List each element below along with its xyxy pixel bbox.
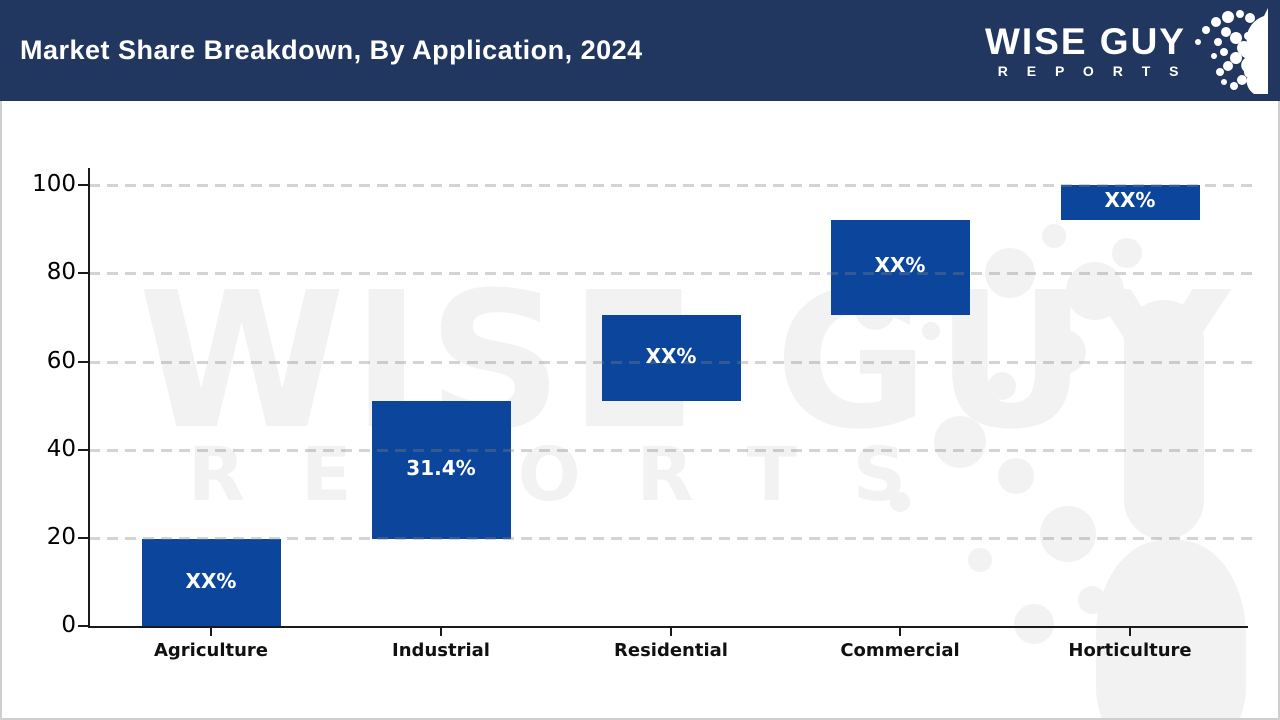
bar-value-label: 31.4% bbox=[406, 455, 476, 480]
y-axis-tick bbox=[78, 360, 88, 363]
bar-horticulture bbox=[1060, 185, 1200, 220]
x-axis-tick bbox=[670, 628, 672, 636]
brand-logo-text: WISE GUY R E P O R T S bbox=[984, 21, 1186, 80]
y-gridline bbox=[89, 448, 1253, 452]
brand-logo-sub: R E P O R T S bbox=[997, 63, 1186, 79]
watermark-subword: REPORTS bbox=[188, 432, 963, 518]
bar-commercial bbox=[830, 219, 970, 315]
frame-edge-right bbox=[1278, 101, 1280, 720]
x-axis-tick bbox=[899, 628, 901, 636]
frame-edge-bottom bbox=[0, 718, 1280, 720]
y-axis-line bbox=[88, 168, 90, 628]
bar-value-label: XX% bbox=[874, 253, 926, 278]
y-axis-tick bbox=[78, 448, 88, 451]
brand-logo-name: WISE GUY bbox=[984, 21, 1186, 62]
x-axis-tick bbox=[440, 628, 442, 636]
bar-value-label: XX% bbox=[1104, 188, 1156, 213]
x-category-label: Agriculture bbox=[153, 640, 269, 661]
y-axis-tick bbox=[78, 625, 88, 627]
bar-value-label: XX% bbox=[645, 343, 697, 368]
brand-logo: WISE GUY R E P O R T S bbox=[985, 8, 1268, 94]
frame-edge-left bbox=[0, 101, 2, 720]
y-gridline bbox=[89, 360, 1253, 364]
y-tick-label: 100 bbox=[32, 171, 76, 198]
bar-agriculture bbox=[141, 539, 281, 626]
bar-value-label: XX% bbox=[185, 568, 237, 593]
y-tick-label: 80 bbox=[46, 259, 76, 286]
bar-residential bbox=[601, 314, 741, 401]
y-axis-tick bbox=[78, 272, 88, 275]
x-category-label: Horticulture bbox=[1068, 640, 1192, 661]
x-category-label: Residential bbox=[614, 640, 728, 661]
x-axis-tick bbox=[1129, 628, 1131, 636]
x-axis-tick bbox=[210, 628, 212, 636]
y-gridline bbox=[89, 184, 1253, 188]
x-axis-line bbox=[88, 626, 1248, 628]
header-band: Market Share Breakdown, By Application, … bbox=[0, 0, 1280, 101]
y-tick-label: 0 bbox=[61, 612, 76, 638]
y-axis-tick bbox=[78, 184, 88, 187]
brand-face-icon bbox=[1195, 8, 1268, 94]
x-category-label: Commercial bbox=[840, 640, 960, 661]
y-gridline bbox=[89, 536, 1253, 540]
y-axis-tick bbox=[78, 536, 88, 539]
bar-industrial bbox=[371, 400, 511, 540]
chart-title: Market Share Breakdown, By Application, … bbox=[20, 35, 643, 65]
y-tick-label: 20 bbox=[46, 523, 76, 550]
y-gridline bbox=[89, 272, 1253, 276]
y-tick-label: 40 bbox=[46, 435, 76, 462]
x-category-label: Industrial bbox=[392, 640, 490, 661]
y-tick-label: 60 bbox=[46, 347, 76, 374]
